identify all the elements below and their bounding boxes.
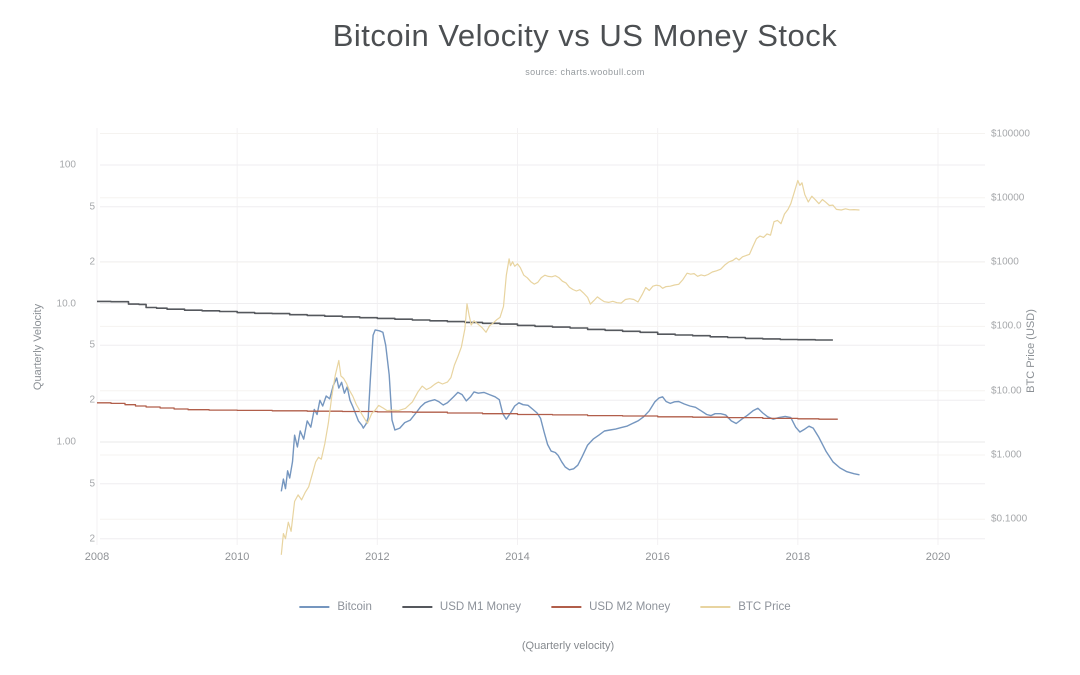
x-axis-tick-label: 2012 xyxy=(365,551,390,563)
chart-source: source: charts.woobull.com xyxy=(525,67,645,77)
y-axis-left-title: Quarterly Velocity xyxy=(32,303,44,391)
legend-item-btc-price[interactable]: BTC Price xyxy=(700,601,791,613)
legend-item-usd-m1-money[interactable]: USD M1 Money xyxy=(401,601,522,613)
y-left-tick-label: 100 xyxy=(59,159,76,171)
legend-swatch-bitcoin xyxy=(299,606,330,608)
legend-swatch-usd-m2-money xyxy=(551,606,582,608)
y-right-tick-label: $100.0 xyxy=(991,320,1022,332)
y-left-tick-label: 5 xyxy=(89,201,95,213)
legend-swatch-btc-price xyxy=(700,606,731,608)
x-axis-tick-label: 2016 xyxy=(645,551,670,563)
y-left-tick-label: 5 xyxy=(89,339,95,351)
series-line-usd-m2-money xyxy=(97,402,838,420)
y-right-tick-label: $10000 xyxy=(991,192,1025,204)
x-axis-tick-label: 2014 xyxy=(505,551,530,563)
series-line-bitcoin xyxy=(280,329,860,492)
x-axis-tick-label: 2020 xyxy=(925,551,951,563)
y-right-tick-label: $1.000 xyxy=(991,449,1022,461)
chart-title: Bitcoin Velocity vs US Money Stock xyxy=(332,18,838,53)
series-line-btc-price xyxy=(280,179,860,555)
y-left-tick-label: 2 xyxy=(89,533,95,545)
y-left-tick-label: 2 xyxy=(89,394,95,406)
chart-caption: (Quarterly velocity) xyxy=(521,640,615,652)
legend-label: USD M2 Money xyxy=(589,601,671,613)
x-axis-tick-label: 2008 xyxy=(84,551,110,563)
y-right-tick-label: $100000 xyxy=(991,128,1030,139)
series-line-usd-m1-money xyxy=(97,300,833,341)
y-right-tick-label: $0.1000 xyxy=(991,513,1028,525)
legend-item-bitcoin[interactable]: Bitcoin xyxy=(299,601,372,613)
legend-label: BTC Price xyxy=(738,601,791,613)
legend-label: USD M1 Money xyxy=(439,601,522,613)
y-right-tick-label: $10.00 xyxy=(991,385,1022,397)
y-left-tick-label: 2 xyxy=(89,256,95,268)
y-right-tick-label: $1000 xyxy=(991,256,1019,268)
y-left-tick-label: 10.0 xyxy=(56,298,76,309)
legend-label: Bitcoin xyxy=(337,601,372,613)
y-left-tick-label: 1.00 xyxy=(56,436,76,448)
y-axis-right-title: BTC Price (USD) xyxy=(1025,309,1037,393)
legend-item-usd-m2-money[interactable]: USD M2 Money xyxy=(551,601,670,613)
x-axis-tick-label: 2018 xyxy=(785,551,811,563)
y-left-tick-label: 5 xyxy=(89,478,95,490)
legend: Bitcoin USD M1 Money USD M2 Money BTC Price xyxy=(299,601,791,613)
x-axis-tick-label: 2010 xyxy=(224,551,250,563)
legend-swatch-usd-m1-money xyxy=(401,606,432,608)
